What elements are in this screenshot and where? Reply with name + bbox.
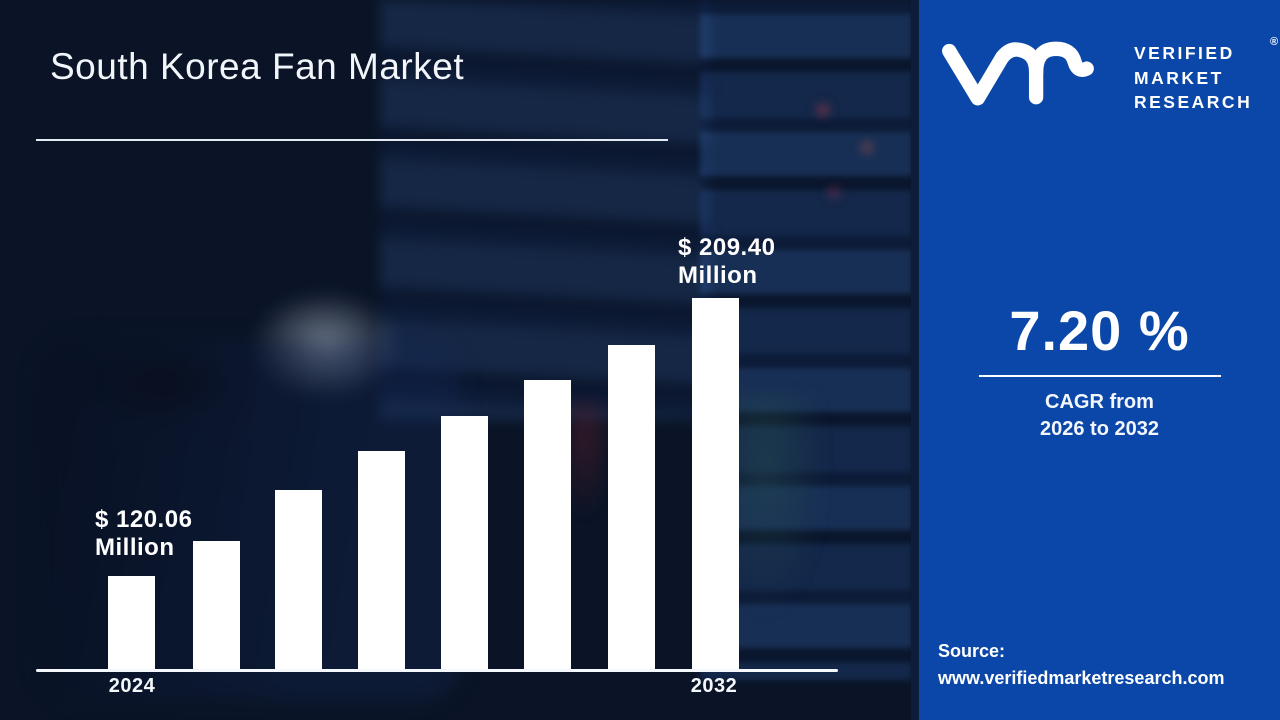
value-label-2032-unit: Million xyxy=(678,262,758,289)
brand-name: VERIFIED MARKET RESEARCH xyxy=(1134,41,1252,115)
bar-year-5 xyxy=(441,416,488,669)
bar-year-6 xyxy=(524,380,571,669)
brand-logo: VERIFIED MARKET RESEARCH ® xyxy=(940,36,1278,116)
value-label-2024-unit: Million xyxy=(95,534,175,561)
brand-name-line1: VERIFIED xyxy=(1134,43,1235,63)
value-label-2024: $ 120.06 Million xyxy=(95,506,192,562)
bar-year-2 xyxy=(193,541,240,669)
vmr-logo-icon xyxy=(942,41,1094,106)
bar-year-3 xyxy=(275,490,322,669)
value-label-2032: $ 209.40 Million xyxy=(678,234,775,290)
x-tick-2032: 2032 xyxy=(690,675,738,697)
value-label-2024-amount: $ 120.06 xyxy=(95,506,193,533)
bar-2032 xyxy=(692,298,739,669)
panel-divider xyxy=(911,0,919,720)
cagr-stat: 7.20 % CAGR from 2026 to 2032 xyxy=(919,298,1280,443)
title-underline xyxy=(36,139,668,141)
source-url[interactable]: www.verifiedmarketresearch.com xyxy=(938,668,1225,688)
x-axis-line xyxy=(36,669,838,672)
cagr-underline xyxy=(978,375,1221,377)
cagr-caption-line2: 2026 to 2032 xyxy=(1040,418,1159,440)
x-tick-2024: 2024 xyxy=(108,675,156,697)
brand-name-line2: MARKET xyxy=(1134,67,1224,88)
bar-chart: $ 120.06 Million $ 209.40 Million 2024 2… xyxy=(36,234,838,697)
bar-2024 xyxy=(108,576,155,669)
source-label: Source: xyxy=(938,641,1006,661)
bar-year-4 xyxy=(358,451,405,669)
bar-year-7 xyxy=(608,345,655,669)
cagr-value: 7.20 % xyxy=(1009,299,1190,362)
registered-trademark-icon: ® xyxy=(1270,36,1279,48)
page-title: South Korea Fan Market xyxy=(50,46,465,87)
value-label-2032-amount: $ 209.40 xyxy=(678,234,776,261)
cagr-caption-line1: CAGR from xyxy=(1045,391,1154,413)
brand-name-line3: RESEARCH xyxy=(1134,92,1253,112)
info-panel: VERIFIED MARKET RESEARCH ® 7.20 % CAGR f… xyxy=(919,0,1280,720)
source-attribution: Source: www.verifiedmarketresearch.com xyxy=(938,638,1268,692)
